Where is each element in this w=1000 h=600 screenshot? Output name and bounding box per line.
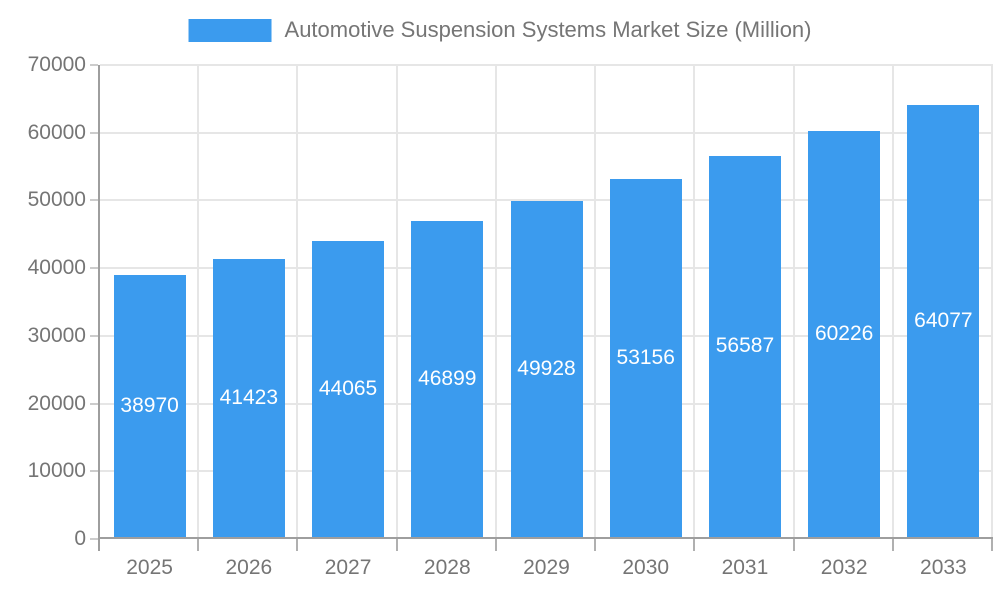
x-axis-tick-label: 2027 bbox=[324, 556, 372, 579]
bar-value-label: 56587 bbox=[715, 334, 775, 358]
bar[interactable]: 64077 bbox=[907, 105, 980, 537]
x-axis-tick-label: 2026 bbox=[225, 556, 273, 579]
y-axis-line bbox=[98, 65, 100, 551]
y-axis-tick bbox=[90, 64, 98, 66]
x-axis-tick bbox=[197, 539, 200, 551]
bar-value-label: 53156 bbox=[616, 346, 675, 370]
bar-value-label: 46899 bbox=[418, 367, 477, 391]
bar-value-label: 64077 bbox=[914, 309, 973, 333]
bar-value-label: 38970 bbox=[120, 394, 179, 418]
bar-value-label: 49928 bbox=[517, 356, 576, 380]
bar[interactable]: 41423 bbox=[212, 258, 285, 537]
y-axis-tick-label: 40000 bbox=[27, 256, 86, 280]
x-axis-tick bbox=[594, 539, 597, 551]
y-axis-tick-label: 70000 bbox=[27, 53, 86, 76]
v-gridline bbox=[792, 65, 795, 539]
y-axis-tick bbox=[90, 199, 98, 202]
v-gridline bbox=[197, 65, 200, 539]
x-axis-tick bbox=[693, 539, 696, 551]
x-axis-tick-label: 2030 bbox=[622, 556, 670, 579]
bar-value-label: 41423 bbox=[219, 385, 279, 409]
y-axis-tick-label: 50000 bbox=[27, 188, 86, 212]
y-axis-tick bbox=[90, 402, 98, 405]
bar-value-label: 60226 bbox=[814, 322, 874, 346]
v-gridline bbox=[693, 65, 696, 539]
x-axis-tick-label: 2032 bbox=[820, 556, 868, 579]
v-gridline bbox=[891, 65, 894, 539]
bar[interactable]: 56587 bbox=[708, 155, 781, 537]
x-axis-tick-label: 2025 bbox=[126, 556, 173, 579]
y-axis-tick bbox=[90, 334, 98, 337]
bar[interactable]: 46899 bbox=[411, 221, 484, 537]
x-axis-line bbox=[98, 537, 993, 539]
y-axis-tick-label: 0 bbox=[74, 527, 86, 550]
y-axis-tick bbox=[90, 131, 98, 134]
bar[interactable]: 49928 bbox=[510, 200, 583, 537]
v-gridline bbox=[594, 65, 597, 539]
legend-label: Automotive Suspension Systems Market Siz… bbox=[284, 17, 812, 42]
y-axis-tick-label: 20000 bbox=[27, 391, 86, 415]
legend-swatch-icon bbox=[188, 18, 272, 42]
y-axis-tick-label: 30000 bbox=[27, 323, 86, 347]
bar[interactable]: 38970 bbox=[113, 275, 186, 537]
x-axis-tick bbox=[296, 539, 299, 551]
x-axis-tick-label: 2029 bbox=[523, 556, 570, 579]
x-axis-tick bbox=[395, 539, 398, 551]
x-axis-tick bbox=[891, 539, 894, 551]
x-axis-tick-label: 2033 bbox=[920, 556, 967, 579]
bar-value-label: 44065 bbox=[318, 376, 378, 400]
x-axis-tick bbox=[494, 539, 497, 551]
bar[interactable]: 44065 bbox=[312, 240, 385, 537]
x-axis-tick-label: 2028 bbox=[423, 556, 471, 579]
plot-area: 0 10000 20000 30000 40000 50000 60000 70000 3897… bbox=[28, 54, 993, 579]
y-axis-tick bbox=[90, 538, 98, 540]
y-axis-tick-label: 60000 bbox=[27, 120, 86, 144]
h-gridline bbox=[100, 131, 993, 134]
v-gridline bbox=[296, 65, 299, 539]
bar[interactable]: 53156 bbox=[609, 179, 682, 537]
v-gridline bbox=[494, 65, 497, 539]
v-gridline bbox=[395, 65, 398, 539]
y-axis-tick bbox=[90, 267, 98, 270]
x-axis-tick-label: 2031 bbox=[721, 556, 769, 579]
y-axis-tick bbox=[90, 470, 98, 473]
h-gridline bbox=[100, 199, 993, 202]
x-axis-tick bbox=[792, 539, 795, 551]
x-axis-tick bbox=[991, 539, 993, 551]
y-axis-tick-label: 10000 bbox=[27, 459, 86, 483]
v-gridline bbox=[991, 65, 993, 539]
bar[interactable]: 60226 bbox=[808, 131, 881, 537]
legend[interactable]: Automotive Suspension Systems Market Siz… bbox=[188, 17, 812, 43]
h-gridline bbox=[100, 64, 993, 66]
